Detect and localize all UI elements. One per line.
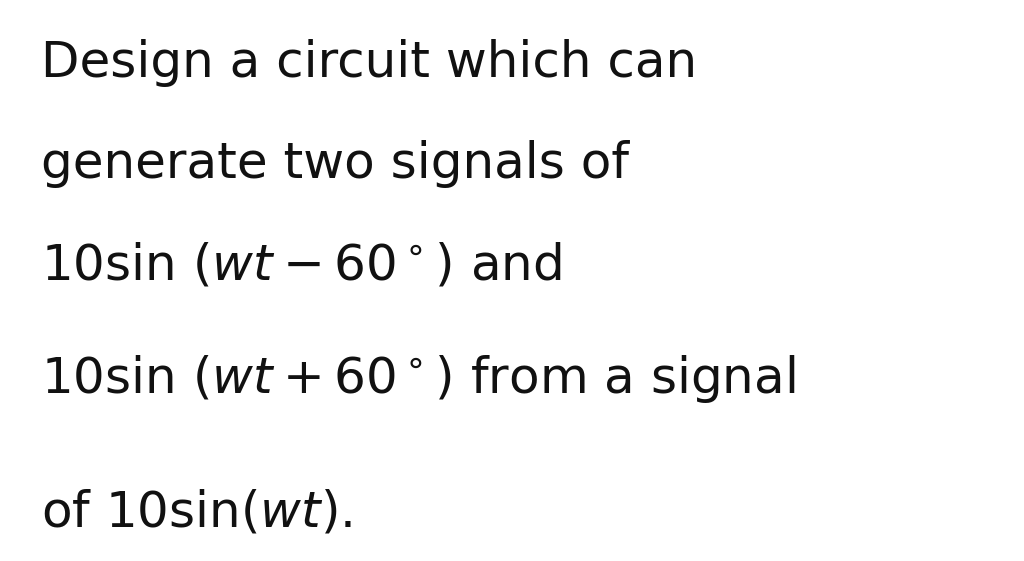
Text: generate two signals of: generate two signals of — [41, 140, 629, 188]
Text: of $10\sin(wt)$.: of $10\sin(wt)$. — [41, 488, 352, 536]
Text: $10\sin\,(wt - 60^\circ)$ and: $10\sin\,(wt - 60^\circ)$ and — [41, 241, 562, 289]
Text: Design a circuit which can: Design a circuit which can — [41, 39, 697, 88]
Text: $10\sin\,(wt + 60^\circ)$ from a signal: $10\sin\,(wt + 60^\circ)$ from a signal — [41, 353, 796, 406]
